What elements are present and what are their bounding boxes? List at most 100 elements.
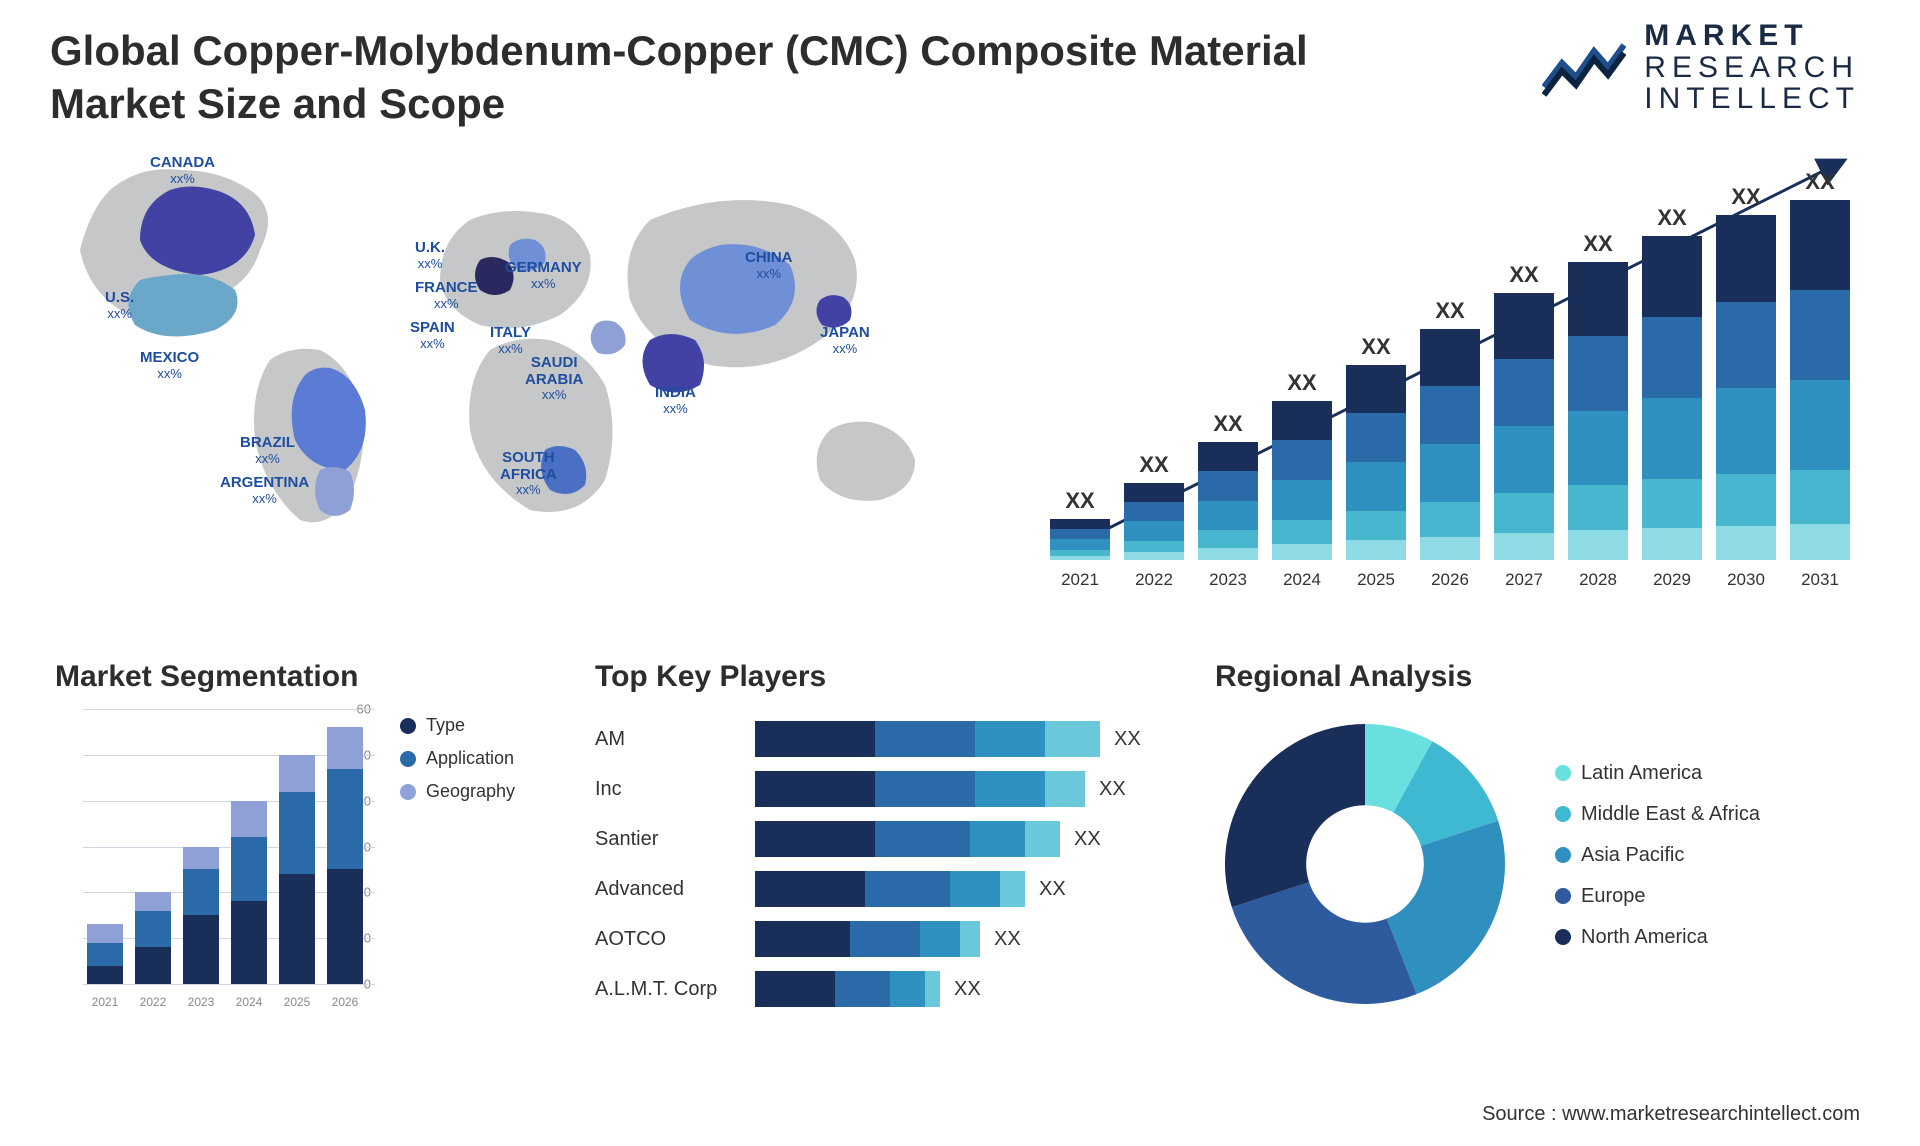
forecast-bar-year: 2027 xyxy=(1494,570,1554,590)
forecast-bar-value: XX xyxy=(1415,298,1485,324)
map-label: BRAZILxx% xyxy=(240,435,295,466)
forecast-bar-year: 2030 xyxy=(1716,570,1776,590)
player-value: XX xyxy=(1099,778,1126,801)
seg-gridline xyxy=(83,984,375,985)
player-row: XX xyxy=(755,764,1175,814)
source-attribution: Source : www.marketresearchintellect.com xyxy=(1482,1103,1860,1126)
player-row: XX xyxy=(755,814,1175,864)
map-label: JAPANxx% xyxy=(820,325,870,356)
seg-xtick: 2021 xyxy=(87,995,123,1009)
map-label: GERMANYxx% xyxy=(505,260,582,291)
map-label: CANADAxx% xyxy=(150,155,215,186)
seg-legend-item: Type xyxy=(400,715,515,736)
player-value: XX xyxy=(954,978,981,1001)
seg-xtick: 2026 xyxy=(327,995,363,1009)
player-row: XX xyxy=(755,864,1175,914)
map-label: SOUTHAFRICAxx% xyxy=(500,450,557,497)
forecast-bar-value: XX xyxy=(1119,452,1189,478)
player-row: XX xyxy=(755,714,1175,764)
forecast-bar xyxy=(1790,200,1850,560)
map-label: ITALYxx% xyxy=(490,325,531,356)
forecast-bar xyxy=(1716,215,1776,560)
forecast-bar-year: 2031 xyxy=(1790,570,1850,590)
forecast-bar xyxy=(1198,442,1258,560)
seg-bar xyxy=(231,801,267,984)
forecast-bar-chart: XXXXXXXXXXXXXXXXXXXXXX 20212022202320242… xyxy=(1045,150,1865,590)
player-value: XX xyxy=(1114,728,1141,751)
forecast-bar-year: 2024 xyxy=(1272,570,1332,590)
segmentation-panel: Market Segmentation 01020304050602021202… xyxy=(55,660,555,1014)
forecast-bar xyxy=(1050,519,1110,560)
forecast-bar xyxy=(1272,401,1332,560)
player-value: XX xyxy=(1039,878,1066,901)
donut-slice xyxy=(1225,724,1365,907)
map-label: INDIAxx% xyxy=(655,385,696,416)
map-label: ARGENTINAxx% xyxy=(220,475,309,506)
seg-xtick: 2023 xyxy=(183,995,219,1009)
player-label: AOTCO xyxy=(595,914,755,964)
key-players-title: Top Key Players xyxy=(595,660,1175,694)
logo-icon xyxy=(1542,37,1626,97)
forecast-bar xyxy=(1346,365,1406,560)
seg-bar xyxy=(135,892,171,984)
seg-bar xyxy=(327,727,363,984)
forecast-bar-value: XX xyxy=(1785,169,1855,195)
forecast-bar-value: XX xyxy=(1563,231,1633,257)
forecast-bar xyxy=(1642,236,1702,560)
key-players-panel: Top Key Players AMIncSantierAdvancedAOTC… xyxy=(595,660,1175,1014)
forecast-bar-value: XX xyxy=(1489,262,1559,288)
regional-donut-chart xyxy=(1215,714,1515,1014)
page-title: Global Copper-Molybdenum-Copper (CMC) Co… xyxy=(50,25,1450,130)
regional-legend-item: Middle East & Africa xyxy=(1555,803,1760,826)
forecast-bar-value: XX xyxy=(1711,184,1781,210)
map-label: U.K.xx% xyxy=(415,240,445,271)
player-value: XX xyxy=(1074,828,1101,851)
forecast-bar xyxy=(1420,329,1480,560)
map-label: SPAINxx% xyxy=(410,320,455,351)
seg-xtick: 2025 xyxy=(279,995,315,1009)
player-value: XX xyxy=(994,928,1021,951)
seg-bar xyxy=(279,755,315,984)
regional-panel: Regional Analysis Latin America Middle Ea… xyxy=(1215,660,1865,1014)
forecast-bar-year: 2022 xyxy=(1124,570,1184,590)
seg-xtick: 2022 xyxy=(135,995,171,1009)
forecast-bar-year: 2028 xyxy=(1568,570,1628,590)
player-label: Inc xyxy=(595,764,755,814)
seg-bar xyxy=(183,847,219,985)
forecast-bar-year: 2026 xyxy=(1420,570,1480,590)
forecast-bar-value: XX xyxy=(1193,411,1263,437)
forecast-bar xyxy=(1494,293,1554,560)
forecast-bar xyxy=(1124,483,1184,560)
forecast-bar-year: 2023 xyxy=(1198,570,1258,590)
forecast-bar-year: 2021 xyxy=(1050,570,1110,590)
player-label: Santier xyxy=(595,814,755,864)
regional-title: Regional Analysis xyxy=(1215,660,1865,694)
forecast-bar-year: 2025 xyxy=(1346,570,1406,590)
forecast-bar-value: XX xyxy=(1267,370,1337,396)
world-map: CANADAxx% U.S.xx%MEXICOxx% BRAZILxx% ARGENT… xyxy=(50,150,970,550)
player-row: XX xyxy=(755,964,1175,1014)
forecast-bar-value: XX xyxy=(1341,334,1411,360)
logo-line1: MARKET xyxy=(1644,20,1860,52)
logo-line2: RESEARCH xyxy=(1644,52,1860,84)
forecast-bar-value: XX xyxy=(1045,488,1115,514)
player-row: XX xyxy=(755,914,1175,964)
forecast-bar-year: 2029 xyxy=(1642,570,1702,590)
map-label: U.S.xx% xyxy=(105,290,134,321)
regional-legend-item: Europe xyxy=(1555,885,1760,908)
seg-legend-item: Application xyxy=(400,748,515,769)
segmentation-title: Market Segmentation xyxy=(55,660,555,694)
seg-xtick: 2024 xyxy=(231,995,267,1009)
regional-legend-item: North America xyxy=(1555,926,1760,949)
map-label: FRANCExx% xyxy=(415,280,478,311)
brand-logo: MARKET RESEARCH INTELLECT xyxy=(1542,20,1860,115)
donut-slice xyxy=(1232,882,1417,1004)
regional-legend-item: Asia Pacific xyxy=(1555,844,1760,867)
map-label: MEXICOxx% xyxy=(140,350,199,381)
map-label: SAUDIARABIAxx% xyxy=(525,355,583,402)
forecast-bar-value: XX xyxy=(1637,205,1707,231)
player-label: Advanced xyxy=(595,864,755,914)
forecast-bar xyxy=(1568,262,1628,560)
map-label: CHINAxx% xyxy=(745,250,793,281)
regional-legend-item: Latin America xyxy=(1555,762,1760,785)
